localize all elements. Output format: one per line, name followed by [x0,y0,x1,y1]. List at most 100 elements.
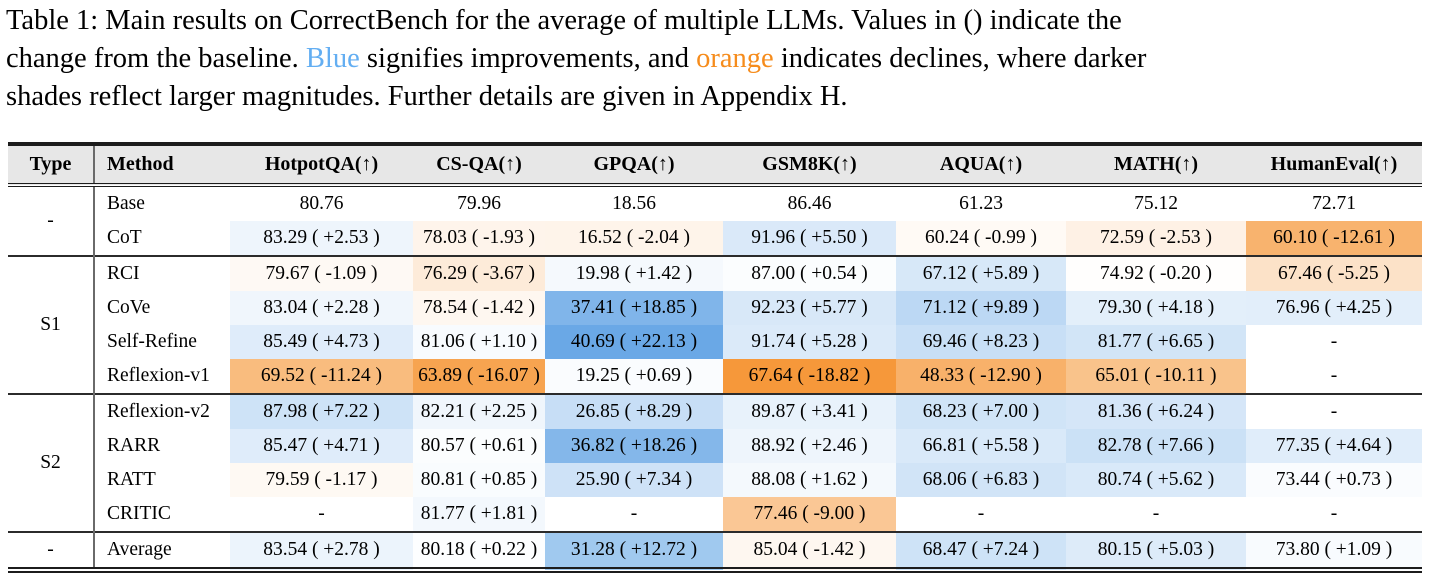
table-row: - Average 83.54 ( +2.78 ) 80.18 ( +0.22 ) 31… [8,531,1422,573]
value-cell: - [630,503,638,524]
method-cell: RARR [107,435,161,456]
value-cell: 79.30 ( +4.18 ) [1066,291,1246,325]
value-cell: - [977,503,985,524]
caption-text: Table 1: Main results on CorrectBench fo… [6,5,1122,36]
caption-highlight: Blue [305,43,360,74]
value-cell: 26.85 ( +8.29 ) [545,393,723,429]
caption-line: Table 1: Main results on CorrectBench fo… [6,2,1430,40]
value-cell: 80.81 ( +0.85 ) [413,463,545,497]
value-cell: 89.87 ( +3.41 ) [723,393,896,429]
table-row: - Base 80.76 79.96 18.56 86.46 61.23 75.12 72.71 [8,185,1422,256]
value-cell: 75.12 [1134,193,1178,214]
value-cell: - [1330,331,1338,352]
table-row: Reflexion-v1 69.52 ( -11.24 ) 63.89 ( -16.… [8,359,1422,394]
method-cell: Reflexion-v2 [94,393,230,429]
method-cell: CRITIC [107,503,171,524]
value-cell: 92.23 ( +5.77 ) [723,291,896,325]
value-cell: 37.41 ( +18.85 ) [545,291,723,325]
value-cell: 85.47 ( +4.71 ) [230,429,413,463]
value-cell: 80.74 ( +5.62 ) [1066,463,1246,497]
caption-text: indicates declines, where darker [773,43,1147,74]
value-cell: 83.54 ( +2.78 ) [230,531,413,573]
value-cell: 65.01 ( -10.11 ) [1066,359,1246,394]
value-cell: 88.08 ( +1.62 ) [723,463,896,497]
value-cell: 79.96 [457,193,501,214]
value-cell: 80.76 [299,193,344,214]
table-group: S2 Reflexion-v2 87.98 ( +7.22 ) 82.21 ( +2.… [8,393,1422,532]
value-cell: 85.49 ( +4.73 ) [230,325,413,359]
value-cell: 69.52 ( -11.24 ) [230,359,413,394]
value-cell: 80.15 ( +5.03 ) [1066,531,1246,573]
value-cell: 66.81 ( +5.58 ) [896,429,1066,463]
value-cell: 36.82 ( +18.26 ) [545,429,723,463]
value-cell: 40.69 ( +22.13 ) [545,325,723,359]
value-cell: 73.80 ( +1.09 ) [1246,531,1422,573]
value-cell: 86.46 [787,193,832,214]
value-cell: 78.54 ( -1.42 ) [413,291,545,325]
table-row: RARR 85.47 ( +4.71 ) 80.57 ( +0.61 ) 36.82 … [8,429,1422,463]
value-cell: 60.24 ( -0.99 ) [896,221,1066,256]
method-cell: Base [107,193,145,214]
value-cell: 31.28 ( +12.72 ) [545,531,723,573]
value-cell: 76.96 ( +4.25 ) [1246,291,1422,325]
caption-line: change from the baseline. Blue signifies… [6,40,1430,78]
table-row: S1 RCI 79.67 ( -1.09 ) 76.29 ( -3.67 ) 19.98… [8,255,1422,394]
method-cell: Reflexion-v1 [107,365,210,386]
value-cell: 67.46 ( -5.25 ) [1246,255,1422,291]
table-row: CRITIC - 81.77 ( +1.81 ) - 77.46 ( -9.00 ) - -… [8,497,1422,532]
value-cell: 82.78 ( +7.66 ) [1066,429,1246,463]
caption-text: change from the baseline. [6,43,306,74]
value-cell: 77.35 ( +4.64 ) [1246,429,1422,463]
caption-text: shades reflect larger magnitudes. Furthe… [6,81,848,112]
value-cell: 69.46 ( +8.23 ) [896,325,1066,359]
value-cell: 76.29 ( -3.67 ) [413,255,545,291]
value-cell: 81.77 ( +6.65 ) [1066,325,1246,359]
column-header: CS-QA(↑) [413,144,545,187]
table-row: CoT 83.29 ( +2.53 ) 78.03 ( -1.93 ) 16.52 (… [8,221,1422,256]
value-cell: 85.04 ( -1.42 ) [723,531,896,573]
method-cell: CoVe [107,297,151,318]
column-header: MATH(↑) [1066,144,1246,187]
table-row: Self-Refine 85.49 ( +4.73 ) 81.06 ( +1.10 … [8,325,1422,359]
value-cell: 78.03 ( -1.93 ) [413,221,545,256]
column-header: GSM8K(↑) [723,144,896,187]
value-cell: 68.23 ( +7.00 ) [896,393,1066,429]
value-cell: 25.90 ( +7.34 ) [545,463,723,497]
value-cell: 80.57 ( +0.61 ) [413,429,545,463]
column-header: HotpotQA(↑) [230,144,413,187]
value-cell: 87.00 ( +0.54 ) [723,255,896,291]
table-group: - Base 80.76 79.96 18.56 86.46 61.23 75.12 72.71… [8,185,1422,256]
method-cell: RCI [94,255,230,291]
value-cell: 79.67 ( -1.09 ) [230,255,413,291]
value-cell: 68.47 ( +7.24 ) [896,531,1066,573]
value-cell: 82.21 ( +2.25 ) [413,393,545,429]
value-cell: 72.71 [1312,193,1356,214]
table-group: - Average 83.54 ( +2.78 ) 80.18 ( +0.22 ) 31… [8,531,1422,573]
column-header: Type [8,144,95,187]
table-row: S2 Reflexion-v2 87.98 ( +7.22 ) 82.21 ( +2.… [8,393,1422,532]
method-cell: Average [94,531,230,573]
method-cell: CoT [107,227,142,248]
value-cell: 60.10 ( -12.61 ) [1246,221,1422,256]
value-cell: 77.46 ( -9.00 ) [723,497,896,532]
column-header: Method [94,144,230,187]
value-cell: - [1330,503,1338,524]
value-cell: 61.23 [959,193,1003,214]
value-cell: 83.04 ( +2.28 ) [230,291,413,325]
value-cell: 16.52 ( -2.04 ) [545,221,723,256]
value-cell: 79.59 ( -1.17 ) [230,463,413,497]
value-cell: - [318,503,325,524]
caption-highlight: orange [696,43,774,74]
method-cell: RATT [107,469,156,490]
value-cell: 18.56 [612,193,656,214]
caption-line: shades reflect larger magnitudes. Furthe… [6,78,1430,116]
type-cell: - [8,185,95,256]
value-cell: - [1330,365,1338,386]
value-cell: 67.64 ( -18.82 ) [723,359,896,394]
value-cell: 81.36 ( +6.24 ) [1066,393,1246,429]
method-cell: Self-Refine [107,331,197,352]
value-cell: 74.92 ( -0.20 ) [1066,255,1246,291]
value-cell: 73.44 ( +0.73 ) [1246,463,1422,497]
table-header: Type Method HotpotQA(↑) CS-QA(↑) GPQA(↑) GSM8… [8,144,1422,187]
value-cell: 81.77 ( +1.81 ) [413,497,545,532]
